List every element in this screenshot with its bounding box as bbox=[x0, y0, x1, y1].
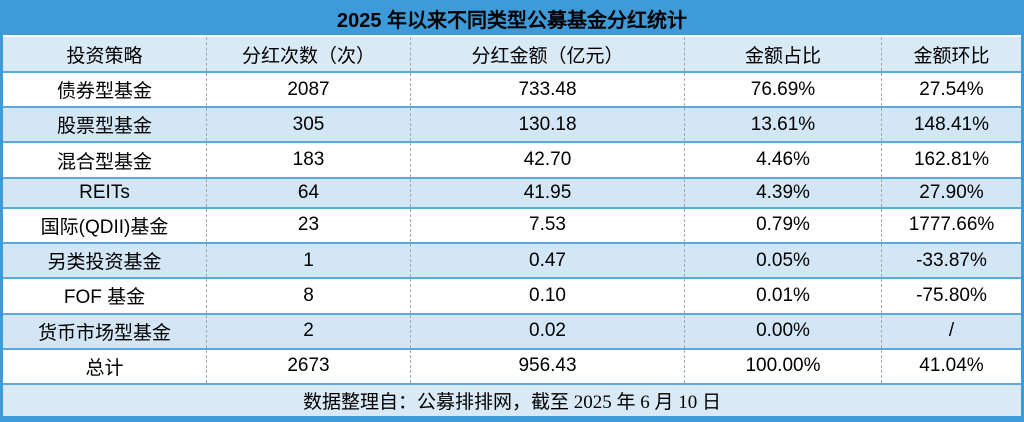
cell-strategy: REITs bbox=[79, 181, 130, 203]
cell-dividend-count: 8 bbox=[206, 279, 410, 313]
data-source-note: 数据整理自：公募排排网，截至 2025 年 6 月 10 日 bbox=[3, 383, 1021, 416]
table-row-hybrid-funds: 混合型基金 183 42.70 4.46% 162.81% bbox=[3, 141, 1021, 177]
cell-dividend-amount: 41.95 bbox=[410, 178, 684, 207]
cell-dividend-count: 1 bbox=[206, 244, 410, 278]
cell-amount-mom: -75.80% bbox=[881, 279, 1021, 313]
cell-strategy: 国际(QDII)基金 bbox=[40, 216, 169, 238]
col-header-dividend-count: 分红次数（次） bbox=[206, 37, 410, 71]
cell-amount-mom: 27.90% bbox=[881, 178, 1021, 207]
cell-amount-share: 0.01% bbox=[684, 279, 881, 313]
cell-amount-mom: -33.87% bbox=[881, 244, 1021, 278]
col-header-amount-mom: 金额环比 bbox=[881, 37, 1021, 71]
cell-dividend-amount: 733.48 bbox=[410, 73, 684, 107]
cell-amount-share: 0.00% bbox=[684, 314, 881, 348]
cell-dividend-count: 183 bbox=[206, 143, 410, 177]
cell-strategy: 总计 bbox=[85, 357, 124, 379]
cell-amount-share: 4.46% bbox=[684, 143, 881, 177]
table-body: 债券型基金 2087 733.48 76.69% 27.54% 股票型基金 30… bbox=[3, 71, 1021, 383]
table-header-row: 投资策略 分红次数（次） 分红金额（亿元） 金额占比 金额环比 bbox=[3, 35, 1021, 71]
cell-dividend-amount: 42.70 bbox=[410, 143, 684, 177]
cell-amount-share: 76.69% bbox=[684, 73, 881, 107]
col-header-strategy: 投资策略 bbox=[66, 45, 143, 67]
cell-amount-mom: 41.04% bbox=[881, 349, 1021, 383]
table-row-bond-funds: 债券型基金 2087 733.48 76.69% 27.54% bbox=[3, 71, 1021, 107]
cell-dividend-amount: 0.10 bbox=[410, 279, 684, 313]
cell-dividend-amount: 0.47 bbox=[410, 244, 684, 278]
table-row-total: 总计 2673 956.43 100.00% 41.04% bbox=[3, 347, 1021, 383]
cell-amount-share: 0.05% bbox=[684, 244, 881, 278]
col-header-amount-share: 金额占比 bbox=[684, 37, 881, 71]
cell-strategy: 债券型基金 bbox=[56, 81, 152, 103]
cell-dividend-amount: 0.02 bbox=[410, 314, 684, 348]
cell-dividend-amount: 956.43 bbox=[410, 349, 684, 383]
col-header-dividend-amount: 分红金额（亿元） bbox=[410, 37, 684, 71]
table-row-alternative-funds: 另类投资基金 1 0.47 0.05% -33.87% bbox=[3, 242, 1021, 278]
cell-amount-mom: 27.54% bbox=[881, 73, 1021, 107]
cell-amount-mom: / bbox=[881, 314, 1021, 348]
table-title: 2025 年以来不同类型公募基金分红统计 bbox=[3, 2, 1021, 35]
cell-dividend-count: 23 bbox=[206, 208, 410, 243]
cell-amount-mom: 1777.66% bbox=[881, 208, 1021, 243]
cell-dividend-count: 305 bbox=[206, 108, 410, 142]
cell-dividend-count: 64 bbox=[206, 178, 410, 207]
table-row-money-market-funds: 货币市场型基金 2 0.02 0.00% / bbox=[3, 312, 1021, 348]
cell-strategy: 货币市场型基金 bbox=[37, 322, 171, 344]
cell-amount-mom: 162.81% bbox=[881, 143, 1021, 177]
cell-strategy: FOF 基金 bbox=[63, 287, 146, 309]
cell-amount-share: 4.39% bbox=[684, 178, 881, 207]
cell-strategy: 混合型基金 bbox=[56, 151, 152, 173]
cell-dividend-count: 2 bbox=[206, 314, 410, 348]
cell-amount-share: 13.61% bbox=[684, 108, 881, 142]
table-row-fof-funds: FOF 基金 8 0.10 0.01% -75.80% bbox=[3, 277, 1021, 313]
cell-amount-share: 100.00% bbox=[684, 349, 881, 383]
cell-dividend-amount: 7.53 bbox=[410, 208, 684, 243]
cell-strategy: 股票型基金 bbox=[56, 116, 152, 138]
table-row-equity-funds: 股票型基金 305 130.18 13.61% 148.41% bbox=[3, 106, 1021, 142]
cell-dividend-count: 2087 bbox=[206, 73, 410, 107]
cell-amount-mom: 148.41% bbox=[881, 108, 1021, 142]
cell-dividend-count: 2673 bbox=[206, 349, 410, 383]
table-row-reits: REITs 64 41.95 4.39% 27.90% bbox=[3, 176, 1021, 207]
cell-amount-share: 0.79% bbox=[684, 208, 881, 243]
table-row-qdii-funds: 国际(QDII)基金 23 7.53 0.79% 1777.66% bbox=[3, 206, 1021, 243]
cell-dividend-amount: 130.18 bbox=[410, 108, 684, 142]
cell-strategy: 另类投资基金 bbox=[47, 252, 162, 274]
